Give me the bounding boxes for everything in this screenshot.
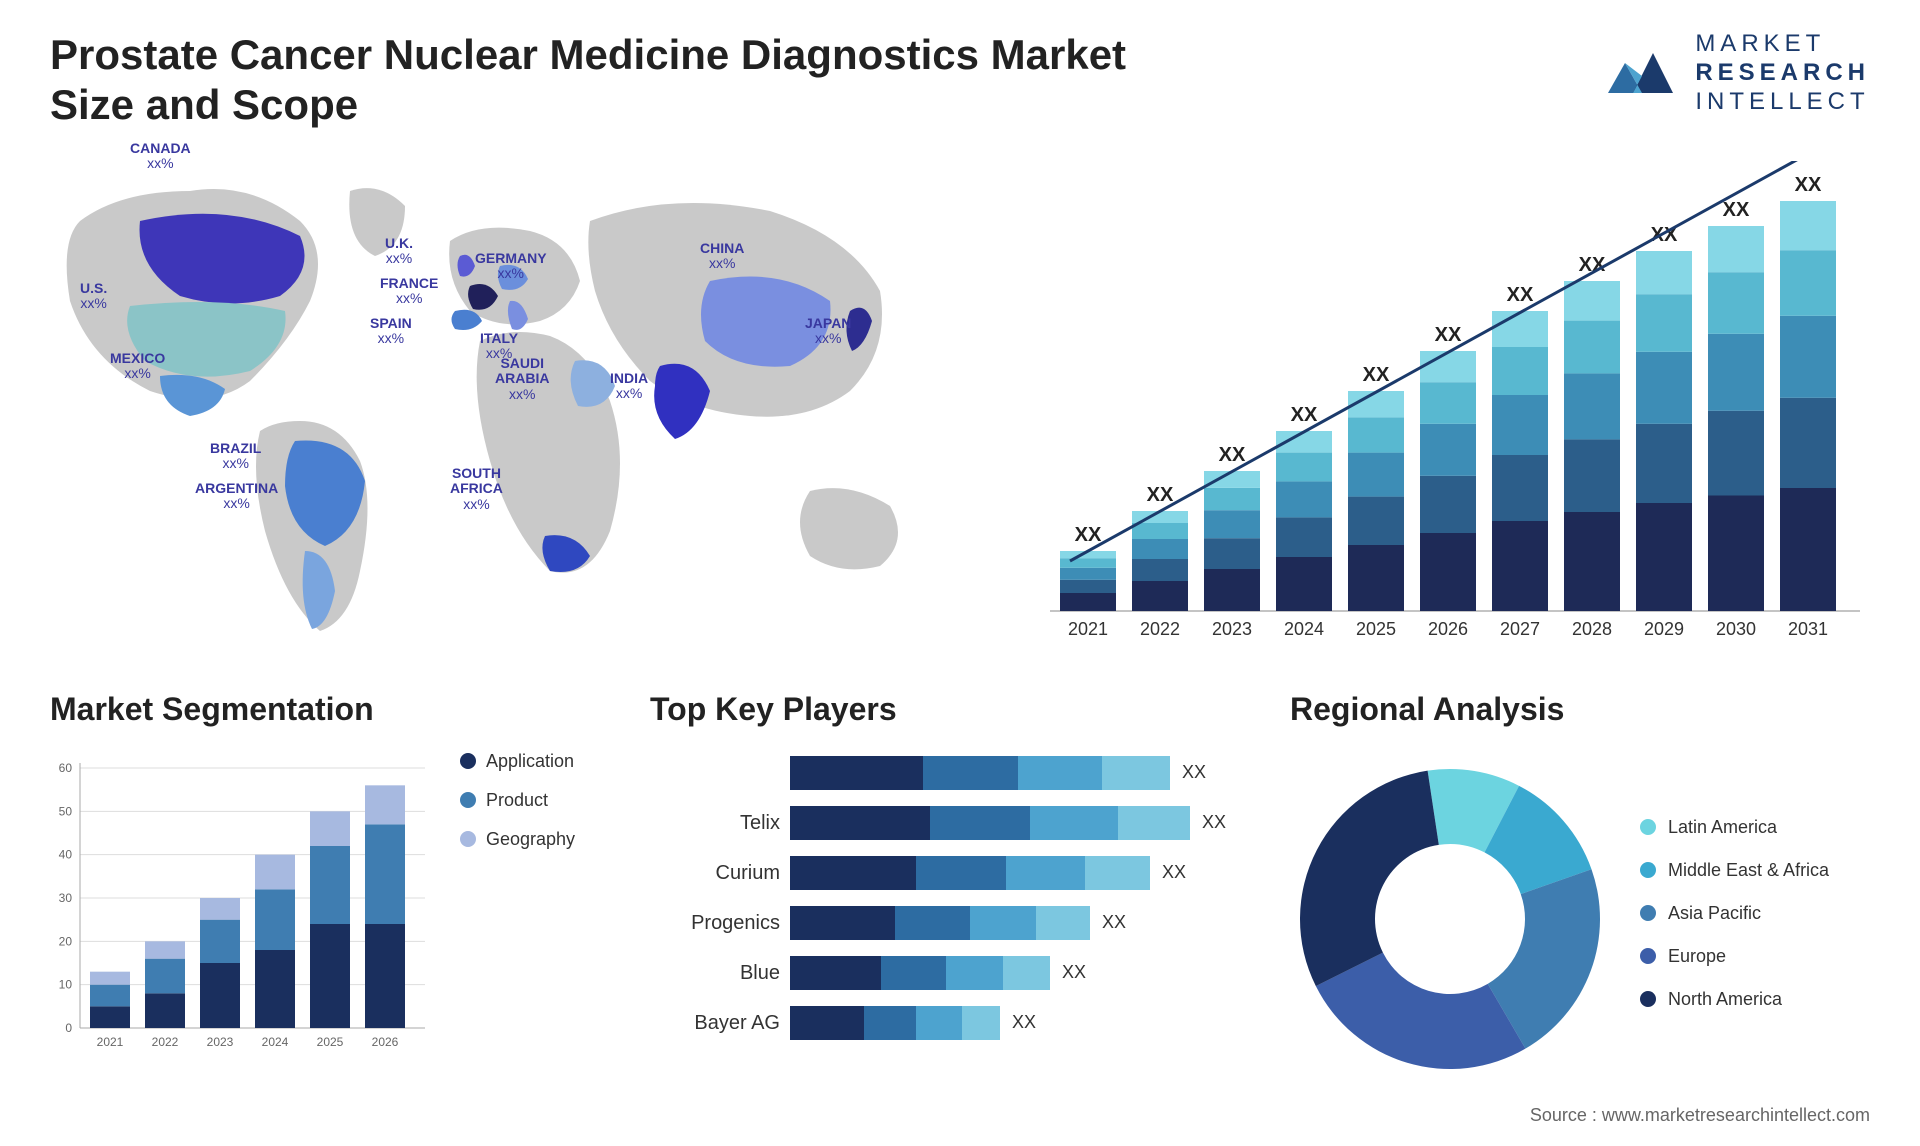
player-label-progenics: Progenics [650, 898, 780, 948]
svg-text:XX: XX [1363, 364, 1390, 386]
segmentation-title: Market Segmentation [50, 691, 440, 728]
world-map: CANADAxx% U.S.xx% MEXICOxx% BRAZILxx% ARGENT… [50, 141, 980, 661]
svg-text:2024: 2024 [1284, 619, 1324, 639]
player-label-bayer-ag: Bayer AG [650, 998, 780, 1048]
svg-text:XX: XX [1147, 484, 1174, 506]
player-label-blue: Blue [650, 948, 780, 998]
players-panel: Top Key Players TelixCuriumProgenicsBlue… [650, 691, 1250, 1091]
svg-text:2021: 2021 [97, 1035, 124, 1049]
region-legend-latin-america: Latin America [1640, 817, 1870, 838]
region-legend-middle-east-africa: Middle East & Africa [1640, 860, 1870, 881]
map-label-saudi: SAUDIARABIAxx% [495, 356, 549, 402]
seg-legend-geography: Geography [460, 829, 610, 850]
svg-text:40: 40 [59, 847, 73, 861]
svg-text:30: 30 [59, 891, 73, 905]
svg-text:2023: 2023 [1212, 619, 1252, 639]
player-bar-row: XX [790, 998, 1250, 1048]
svg-text:2025: 2025 [1356, 619, 1396, 639]
svg-text:2030: 2030 [1716, 619, 1756, 639]
svg-text:XX: XX [1507, 284, 1534, 306]
svg-text:XX: XX [1795, 174, 1822, 196]
player-label-curium: Curium [650, 848, 780, 898]
svg-text:XX: XX [1075, 524, 1102, 546]
svg-text:2031: 2031 [1788, 619, 1828, 639]
svg-text:XX: XX [1219, 444, 1246, 466]
map-label-brazil: BRAZILxx% [210, 441, 261, 472]
segmentation-panel: Market Segmentation 0 10 20 30 40 50 60 2021 202… [50, 691, 610, 1091]
svg-text:2029: 2029 [1644, 619, 1684, 639]
map-label-canada: CANADAxx% [130, 141, 191, 172]
map-label-india: INDIAxx% [610, 371, 648, 402]
svg-text:0: 0 [65, 1021, 72, 1035]
page-title: Prostate Cancer Nuclear Medicine Diagnos… [50, 30, 1150, 131]
region-legend-north-america: North America [1640, 989, 1870, 1010]
regional-title: Regional Analysis [1290, 691, 1870, 728]
player-bar-row: XX [790, 948, 1250, 998]
svg-text:2025: 2025 [317, 1035, 344, 1049]
player-bar-row: XX [790, 848, 1250, 898]
svg-text:XX: XX [1291, 404, 1318, 426]
svg-text:2022: 2022 [1140, 619, 1180, 639]
svg-text:XX: XX [1435, 324, 1462, 346]
svg-text:10: 10 [59, 977, 73, 991]
map-label-spain: SPAINxx% [370, 316, 412, 347]
region-legend-europe: Europe [1640, 946, 1870, 967]
map-label-argentina: ARGENTINAxx% [195, 481, 278, 512]
players-title: Top Key Players [650, 691, 1250, 728]
map-label-uk: U.K.xx% [385, 236, 413, 267]
svg-text:2027: 2027 [1500, 619, 1540, 639]
regional-panel: Regional Analysis Latin America Middle Ea… [1290, 691, 1870, 1091]
map-label-mexico: MEXICOxx% [110, 351, 165, 382]
player-bar-row: XX [790, 798, 1250, 848]
map-label-germany: GERMANYxx% [475, 251, 547, 282]
map-label-japan: JAPANxx% [805, 316, 851, 347]
svg-text:2026: 2026 [372, 1035, 399, 1049]
svg-text:50: 50 [59, 804, 73, 818]
region-legend-asia-pacific: Asia Pacific [1640, 903, 1870, 924]
seg-legend-application: Application [460, 751, 610, 772]
svg-text:2026: 2026 [1428, 619, 1468, 639]
map-label-south_africa: SOUTHAFRICAxx% [450, 466, 503, 512]
map-label-france: FRANCExx% [380, 276, 438, 307]
svg-text:2028: 2028 [1572, 619, 1612, 639]
map-label-us: U.S.xx% [80, 281, 107, 312]
seg-legend-product: Product [460, 790, 610, 811]
map-label-china: CHINAxx% [700, 241, 744, 272]
svg-text:2024: 2024 [262, 1035, 289, 1049]
source-text: Source : www.marketresearchintellect.com [1530, 1105, 1870, 1126]
svg-text:20: 20 [59, 934, 73, 948]
svg-text:2021: 2021 [1068, 619, 1108, 639]
svg-text:2023: 2023 [207, 1035, 234, 1049]
player-bar-row: XX [790, 748, 1250, 798]
svg-text:XX: XX [1723, 199, 1750, 221]
growth-chart: 2021 XX 2022 XX 2023 XX 2024 XX 2025 XX 2026 XX 2027… [1020, 141, 1870, 661]
svg-text:60: 60 [59, 761, 73, 775]
svg-text:2022: 2022 [152, 1035, 179, 1049]
brand-logo: MARKET RESEARCH INTELLECT [1603, 30, 1870, 116]
player-bar-row: XX [790, 898, 1250, 948]
player-label-telix: Telix [650, 798, 780, 848]
